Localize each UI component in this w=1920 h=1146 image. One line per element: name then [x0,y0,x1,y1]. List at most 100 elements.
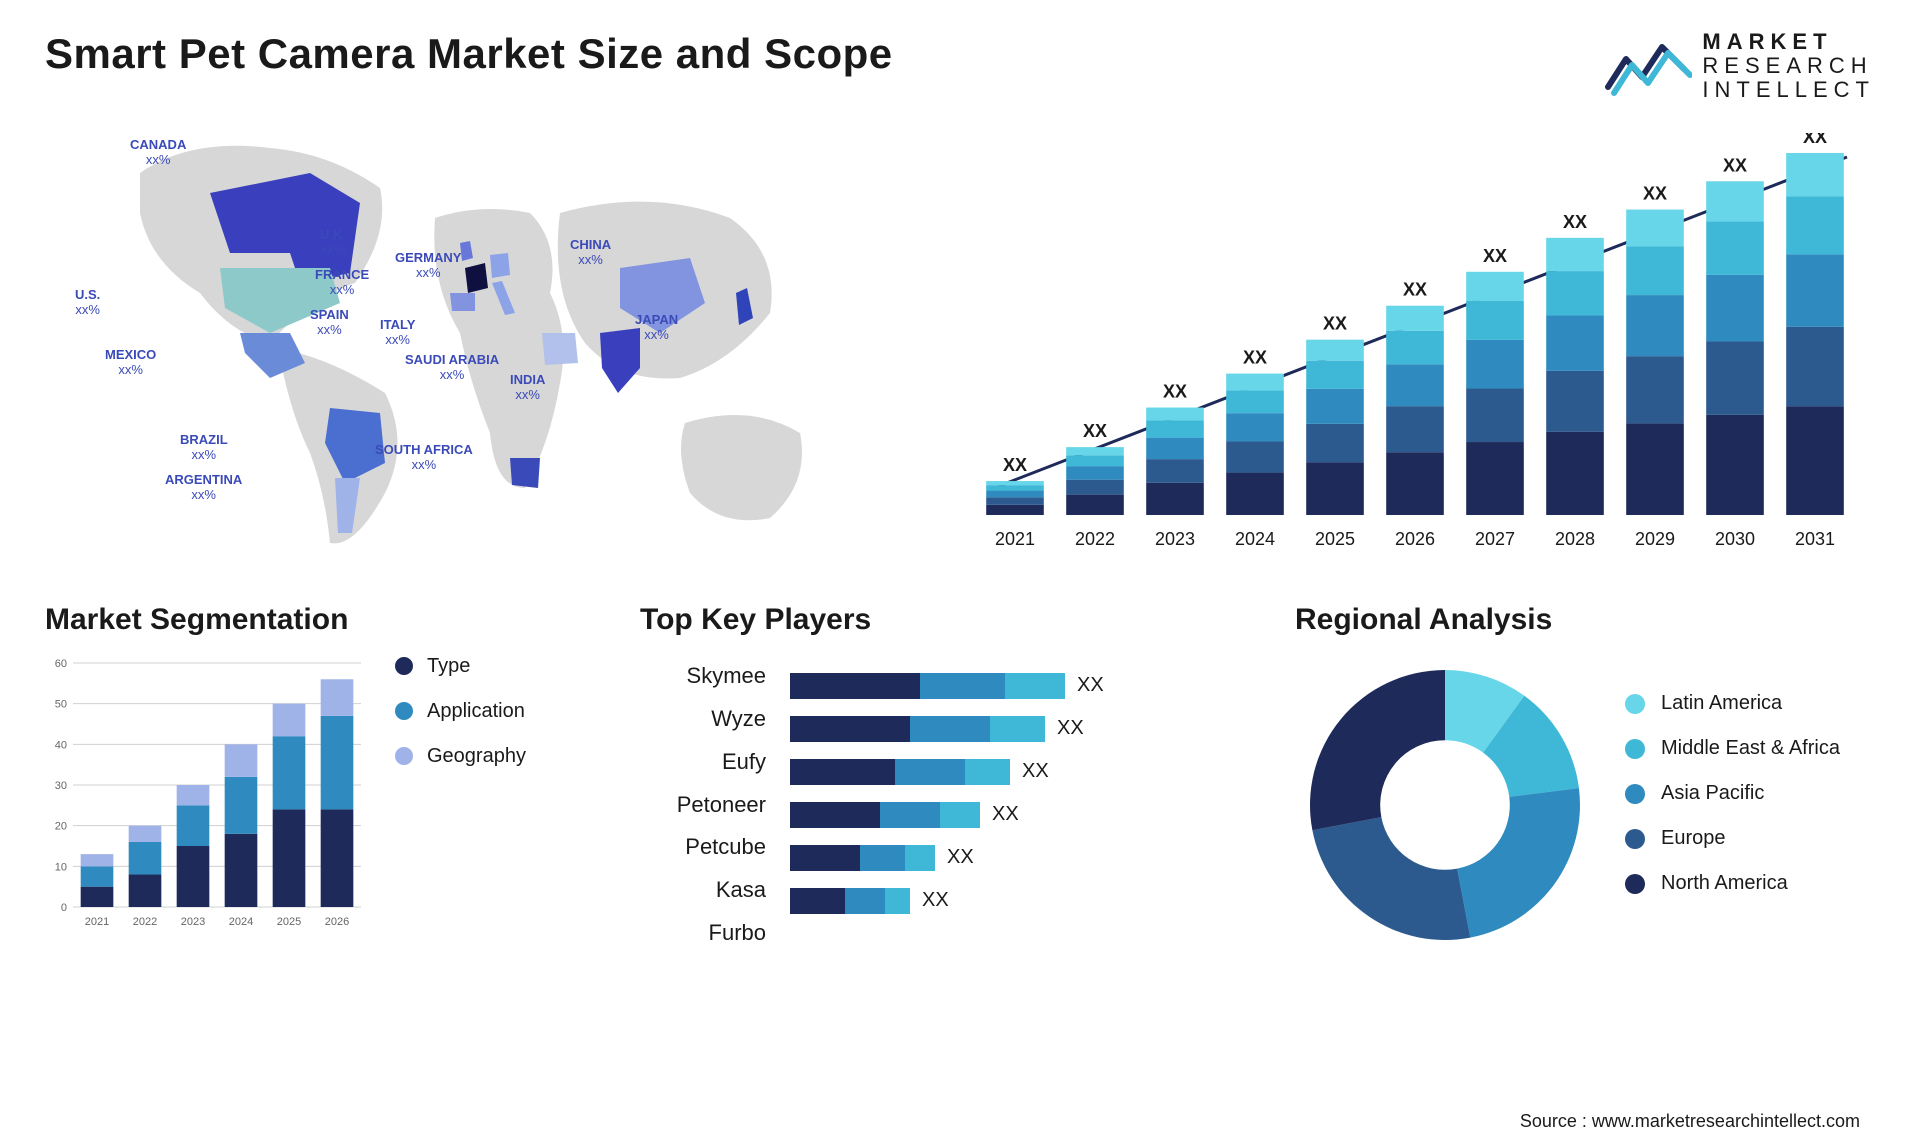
forecast-bar-seg [1466,301,1524,340]
svg-text:60: 60 [55,658,67,670]
seg-bar-seg [177,785,210,805]
forecast-bar-seg [1626,356,1684,423]
forecast-bar-seg [1706,221,1764,274]
forecast-bar-seg [1626,209,1684,246]
segmentation-chart-svg: 0102030405060202120222023202420252026 [45,655,365,935]
forecast-year-label: 2029 [1635,529,1675,549]
seg-bar-seg [177,846,210,907]
legend-label: Asia Pacific [1661,782,1764,805]
regional-donut-svg [1295,655,1595,955]
regional-legend: Latin AmericaMiddle East & AfricaAsia Pa… [1625,692,1875,917]
forecast-bar-label: XX [1563,211,1587,231]
forecast-year-label: 2027 [1475,529,1515,549]
seg-legend-item: Type [395,655,605,678]
forecast-bar-seg [1146,459,1204,483]
svg-text:2022: 2022 [133,916,157,928]
forecast-bar-seg [1706,341,1764,414]
player-bar-seg [965,759,1010,785]
seg-bar-seg [321,679,354,716]
forecast-bar-seg [1466,442,1524,515]
forecast-bar-seg [1706,414,1764,514]
svg-text:30: 30 [55,780,67,792]
forecast-bar-seg [986,485,1044,490]
regional-legend-item: Europe [1625,827,1875,850]
player-bar-seg [910,716,990,742]
player-bar-row: XX [790,845,974,871]
svg-text:40: 40 [55,739,67,751]
legend-swatch [1625,874,1645,894]
forecast-bar-seg [986,490,1044,497]
forecast-bar-seg [1226,373,1284,390]
legend-swatch [1625,694,1645,714]
forecast-year-label: 2023 [1155,529,1195,549]
forecast-bar-label: XX [1323,313,1347,333]
logo-icon [1604,31,1692,101]
regional-legend-item: Asia Pacific [1625,782,1875,805]
player-bar-seg [940,802,980,828]
forecast-bar-seg [1626,295,1684,356]
forecast-year-label: 2030 [1715,529,1755,549]
map-label-southafrica: SOUTH AFRICAxx% [375,443,473,473]
player-bar-seg [885,888,910,914]
legend-swatch [1625,829,1645,849]
forecast-chart-svg: XX2021XX2022XX2023XX2024XX2025XX2026XX20… [955,133,1875,563]
map-label-germany: GERMANYxx% [395,251,461,281]
donut-slice [1312,817,1470,940]
player-bar-row: XX [790,888,949,914]
brand-line1: MARKET [1702,30,1875,54]
map-country-india [600,328,640,393]
svg-text:2025: 2025 [277,916,301,928]
svg-text:0: 0 [61,902,67,914]
map-country-france [465,263,488,293]
player-bar-row: XX [790,716,1084,742]
segmentation-panel: Market Segmentation 01020304050602021202… [45,603,605,1023]
player-bar-value: XX [1077,674,1104,697]
seg-bar-seg [273,809,306,907]
map-country-safrica [510,458,540,488]
seg-bar-seg [225,776,258,833]
brand-line2: RESEARCH [1702,54,1875,78]
forecast-bar-seg [1546,431,1604,514]
seg-bar-seg [81,886,114,906]
legend-swatch [1625,739,1645,759]
forecast-year-label: 2026 [1395,529,1435,549]
forecast-bar-seg [986,497,1044,504]
player-bar-value: XX [1057,717,1084,740]
seg-bar-seg [321,809,354,907]
forecast-bar-seg [1786,254,1844,326]
forecast-bar-seg [1706,274,1764,341]
forecast-bar-label: XX [1003,455,1027,475]
forecast-year-label: 2028 [1555,529,1595,549]
map-label-china: CHINAxx% [570,238,611,268]
svg-text:50: 50 [55,698,67,710]
forecast-bar-seg [1066,479,1124,494]
segmentation-legend: TypeApplicationGeography [395,655,605,790]
player-name: Furbo [640,920,766,946]
player-bar-row: XX [790,802,1019,828]
forecast-bar-seg [1306,462,1364,515]
player-bar-seg [790,759,895,785]
player-bar-seg [990,716,1045,742]
legend-label: North America [1661,872,1788,895]
map-country-saudi [542,333,578,365]
map-label-france: FRANCExx% [315,268,369,298]
forecast-bar-label: XX [1403,279,1427,299]
seg-legend-item: Application [395,700,605,723]
forecast-bar-seg [1386,330,1444,363]
map-label-italy: ITALYxx% [380,318,415,348]
forecast-bar-seg [1306,360,1364,388]
player-bar-value: XX [922,889,949,912]
forecast-bar-label: XX [1643,183,1667,203]
legend-label: Latin America [1661,692,1782,715]
player-name: Wyze [640,706,766,732]
forecast-bar-label: XX [1803,133,1827,147]
brand-logo: MARKET RESEARCH INTELLECT [1604,30,1875,103]
player-bar-seg [790,673,920,699]
forecast-year-label: 2024 [1235,529,1275,549]
regional-legend-item: North America [1625,872,1875,895]
map-label-us: U.S.xx% [75,288,100,318]
forecast-bar-seg [1306,423,1364,462]
legend-label: Type [427,655,470,678]
map-label-japan: JAPANxx% [635,313,678,343]
regional-title: Regional Analysis [1295,603,1875,637]
